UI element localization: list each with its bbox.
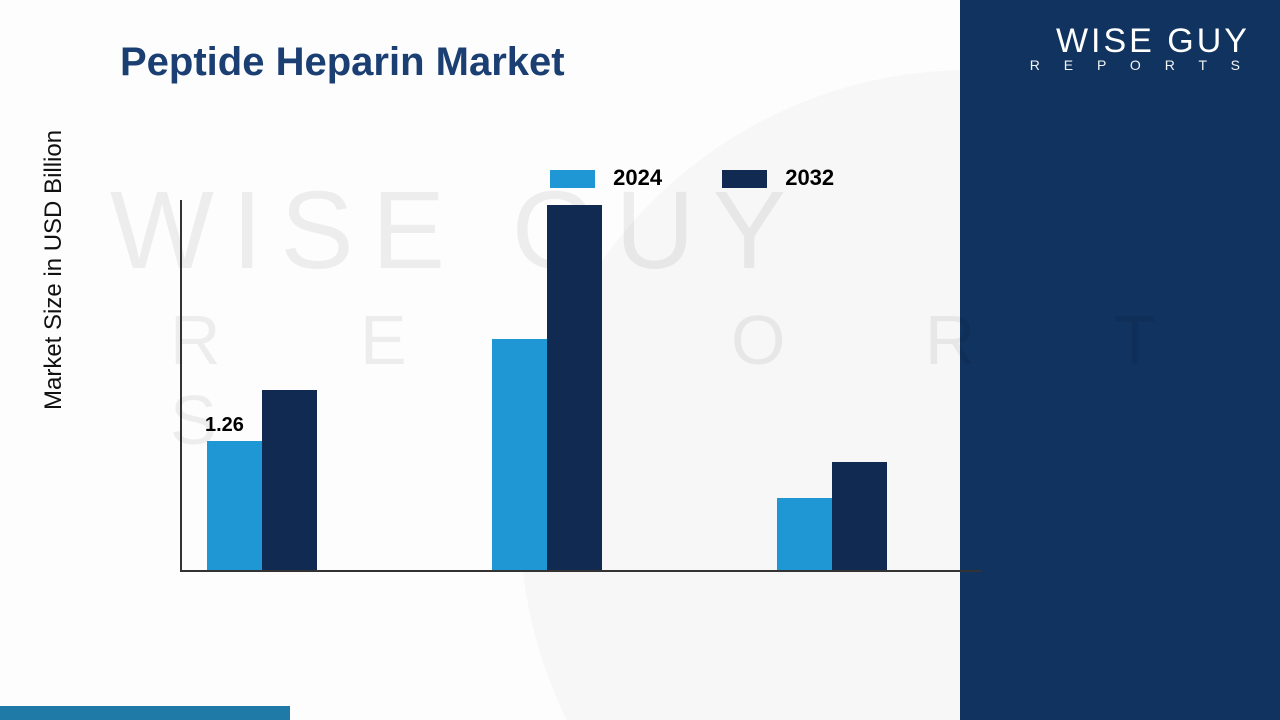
bar-2032: [832, 462, 887, 570]
legend-label-2032: 2032: [785, 165, 834, 190]
bar-2032: [547, 205, 602, 570]
legend-item-2032: 2032: [722, 165, 834, 191]
y-axis-label: Market Size in USD Billion: [40, 130, 68, 410]
stage: WISE GUY R E P O R T S Peptide Heparin M…: [0, 0, 1280, 720]
legend: 2024 2032: [550, 165, 834, 191]
logo-sub-text: R E P O R T S: [1030, 57, 1250, 73]
bar-2032: [262, 390, 317, 570]
chart-area: Market Size in USD Billion 2024 2032 1.2…: [70, 160, 990, 660]
plot-area: 1.26Low Molecular Weight HeparinUnfracti…: [180, 200, 982, 572]
bar-2024: [207, 441, 262, 571]
bottom-stripe: [0, 706, 290, 720]
chart-title: Peptide Heparin Market: [120, 40, 565, 85]
bar-2024: [777, 498, 832, 570]
brand-logo: WISE GUY R E P O R T S: [1030, 22, 1250, 73]
legend-label-2024: 2024: [613, 165, 662, 190]
legend-item-2024: 2024: [550, 165, 662, 191]
logo-main-text: WISE GUY: [1030, 22, 1250, 61]
legend-swatch-2032: [722, 170, 767, 188]
legend-swatch-2024: [550, 170, 595, 188]
bar-2024: [492, 339, 547, 570]
bar-value-label: 1.26: [205, 414, 244, 437]
